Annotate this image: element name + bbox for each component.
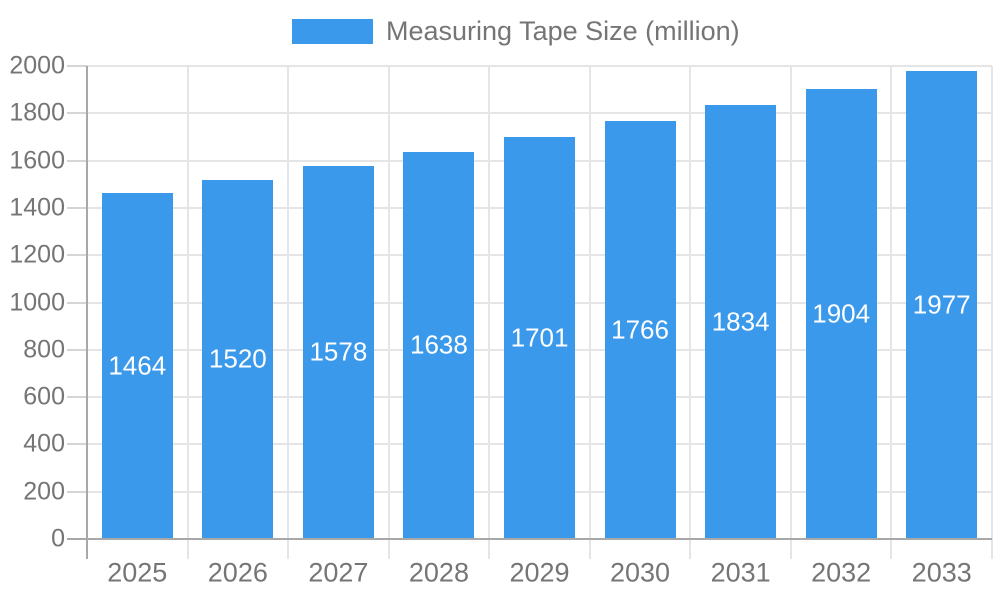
bar[interactable] — [906, 71, 978, 539]
x-gridline — [186, 66, 189, 559]
y-tick-label: 1200 — [9, 240, 65, 269]
bar[interactable] — [705, 105, 777, 539]
bar[interactable] — [101, 192, 173, 539]
y-tick-label: 1800 — [9, 98, 65, 127]
x-gridline — [890, 66, 893, 559]
y-tick — [67, 443, 87, 446]
x-gridline — [689, 66, 692, 559]
x-tick-label: 2032 — [811, 557, 872, 588]
x-gridline — [991, 66, 993, 559]
x-tick-label: 2027 — [308, 557, 369, 588]
y-tick-label: 800 — [23, 335, 65, 364]
legend-label: Measuring Tape Size (million) — [386, 16, 740, 46]
y-tick — [67, 396, 87, 399]
x-gridline — [588, 66, 591, 559]
y-tick — [67, 490, 87, 493]
y-tick — [67, 159, 87, 162]
y-gridline — [87, 65, 992, 67]
legend[interactable]: Measuring Tape Size (million) — [292, 18, 740, 45]
y-tick-label: 1400 — [9, 193, 65, 222]
y-tick-label: 400 — [23, 429, 65, 458]
x-tick-label: 2031 — [710, 557, 771, 588]
bar-value-label: 1977 — [912, 289, 971, 320]
bar[interactable] — [403, 151, 475, 539]
y-tick-label: 1600 — [9, 146, 65, 175]
x-gridline — [488, 66, 491, 559]
bar[interactable] — [302, 165, 374, 539]
bar-value-label: 1578 — [309, 336, 368, 367]
bar[interactable] — [604, 121, 676, 539]
bar-value-label: 1701 — [510, 322, 569, 353]
y-tick — [67, 348, 87, 351]
bar-value-label: 1520 — [208, 343, 267, 374]
y-tick-label: 600 — [23, 382, 65, 411]
y-tick — [67, 112, 87, 115]
x-tick-label: 2029 — [509, 557, 570, 588]
bar-value-label: 1638 — [410, 329, 468, 360]
legend-swatch-icon — [292, 19, 373, 44]
y-tick — [67, 254, 87, 257]
y-tick-label: 2000 — [9, 51, 65, 80]
bar[interactable] — [504, 136, 575, 539]
bar-value-label: 1464 — [108, 350, 167, 381]
x-tick-label: 2033 — [911, 557, 972, 588]
y-tick — [67, 301, 87, 304]
y-tick — [67, 206, 87, 209]
x-tick-label: 2028 — [408, 557, 469, 588]
y-gridline — [87, 112, 992, 115]
x-gridline — [387, 66, 390, 559]
x-gridline — [287, 66, 290, 559]
bar[interactable] — [805, 88, 877, 539]
y-tick-label: 1000 — [9, 288, 65, 316]
x-tick-label: 2026 — [207, 557, 268, 588]
y-tick-label: 200 — [23, 477, 65, 506]
bar-value-label: 1834 — [711, 306, 770, 337]
bar-value-label: 1766 — [611, 314, 669, 345]
bar-value-label: 1904 — [812, 298, 871, 329]
x-tick-label: 2030 — [610, 557, 671, 588]
y-tick — [67, 65, 87, 67]
x-gridline — [789, 66, 792, 559]
y-axis-line — [86, 66, 88, 559]
y-tick-label: 0 — [51, 524, 65, 553]
bar[interactable] — [202, 179, 274, 539]
x-tick-label: 2025 — [107, 557, 168, 588]
x-axis-line — [67, 538, 992, 540]
